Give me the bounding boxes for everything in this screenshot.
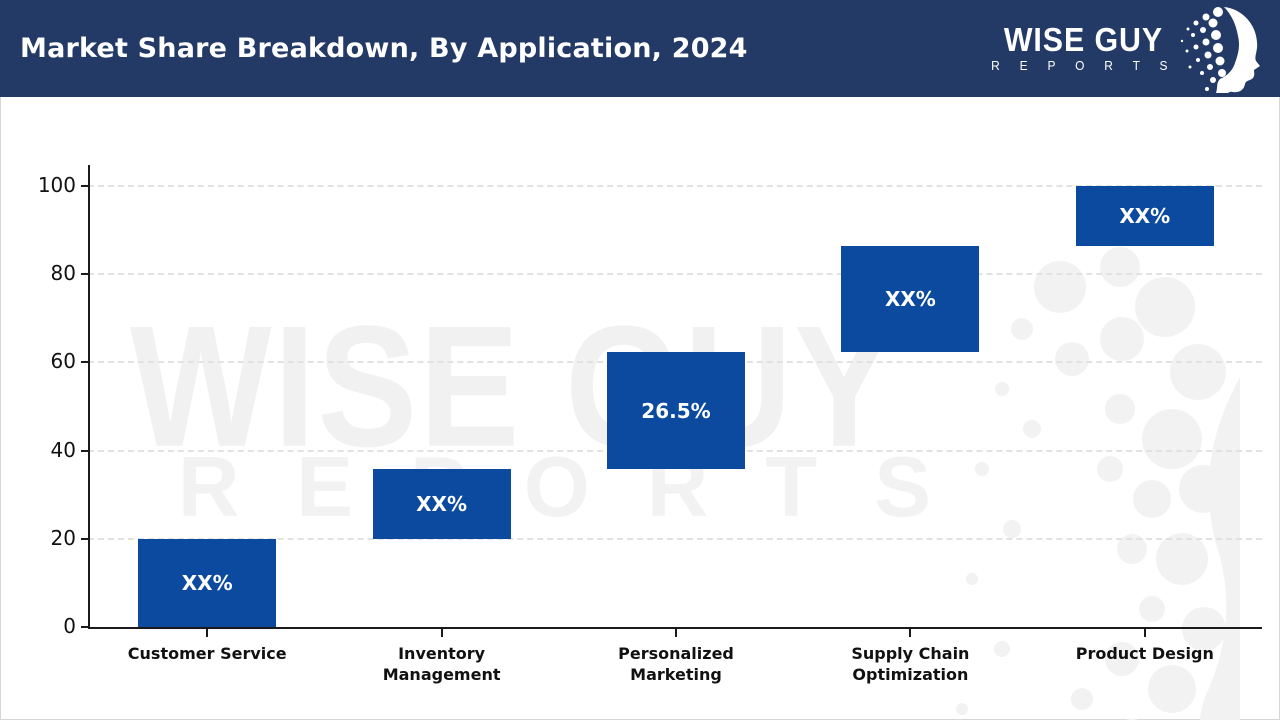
x-axis-label: Inventory Management: [382, 644, 501, 684]
bar-value-label: XX%: [181, 570, 233, 595]
x-tick-mark: [206, 629, 209, 637]
y-tick-mark: [81, 361, 89, 364]
bar-value-label: 26.5%: [641, 398, 711, 423]
bar-value-label: XX%: [1119, 203, 1171, 228]
y-tick-label: 60: [50, 349, 76, 374]
logo-wordmark: WISE GUY: [1004, 21, 1164, 58]
bar: XX%: [841, 245, 980, 353]
y-tick-mark: [81, 626, 89, 628]
y-tick-label: 0: [63, 614, 76, 638]
x-axis-label: Personalized Marketing: [618, 644, 734, 684]
x-axis-label: Customer Service: [127, 644, 287, 663]
bar-value-label: XX%: [884, 286, 936, 311]
y-axis-line: [88, 165, 90, 629]
x-tick-mark: [1143, 629, 1146, 637]
x-tick-mark: [675, 629, 677, 637]
bar-value-label: XX%: [416, 491, 468, 516]
watermark-head-icon: [956, 247, 1240, 720]
logo-dotted-head-icon: [1180, 6, 1260, 93]
x-axis-label: Supply Chain Optimization: [851, 644, 970, 684]
bar: 26.5%: [607, 352, 745, 470]
y-tick-mark: [81, 185, 89, 187]
header-banner: Market Share Breakdown, By Application, …: [0, 0, 1280, 97]
gridline: [88, 273, 1262, 276]
y-tick-label: 40: [50, 437, 76, 462]
gridline: [88, 185, 1262, 187]
bar: XX%: [372, 469, 511, 539]
x-tick-mark: [440, 629, 443, 637]
x-axis-line: [88, 627, 1262, 629]
page-title: Market Share Breakdown, By Application, …: [20, 33, 748, 64]
wise-guy-reports-logo: WISE GUY R E P O R T S: [975, 5, 1266, 93]
y-tick-mark: [81, 273, 89, 276]
y-tick-mark: [81, 449, 89, 452]
bar: XX%: [138, 538, 277, 627]
y-tick-label: 80: [50, 261, 76, 286]
watermark-subtitle: REPORTS: [178, 440, 988, 535]
logo-text: WISE GUY R E P O R T S: [991, 23, 1176, 74]
y-tick-label: 20: [50, 525, 76, 550]
x-axis-label: Product Design: [1075, 644, 1214, 663]
y-tick-mark: [81, 537, 89, 540]
y-tick-label: 100: [37, 173, 76, 197]
logo-subtitle: R E P O R T S: [991, 58, 1176, 73]
bar: XX%: [1075, 186, 1214, 246]
gridline: [88, 537, 1262, 540]
market-share-chart: WISE GUY REPORTS 0 20 40 60 80 100 XX% Customer…: [0, 97, 1280, 720]
x-tick-mark: [909, 629, 912, 637]
